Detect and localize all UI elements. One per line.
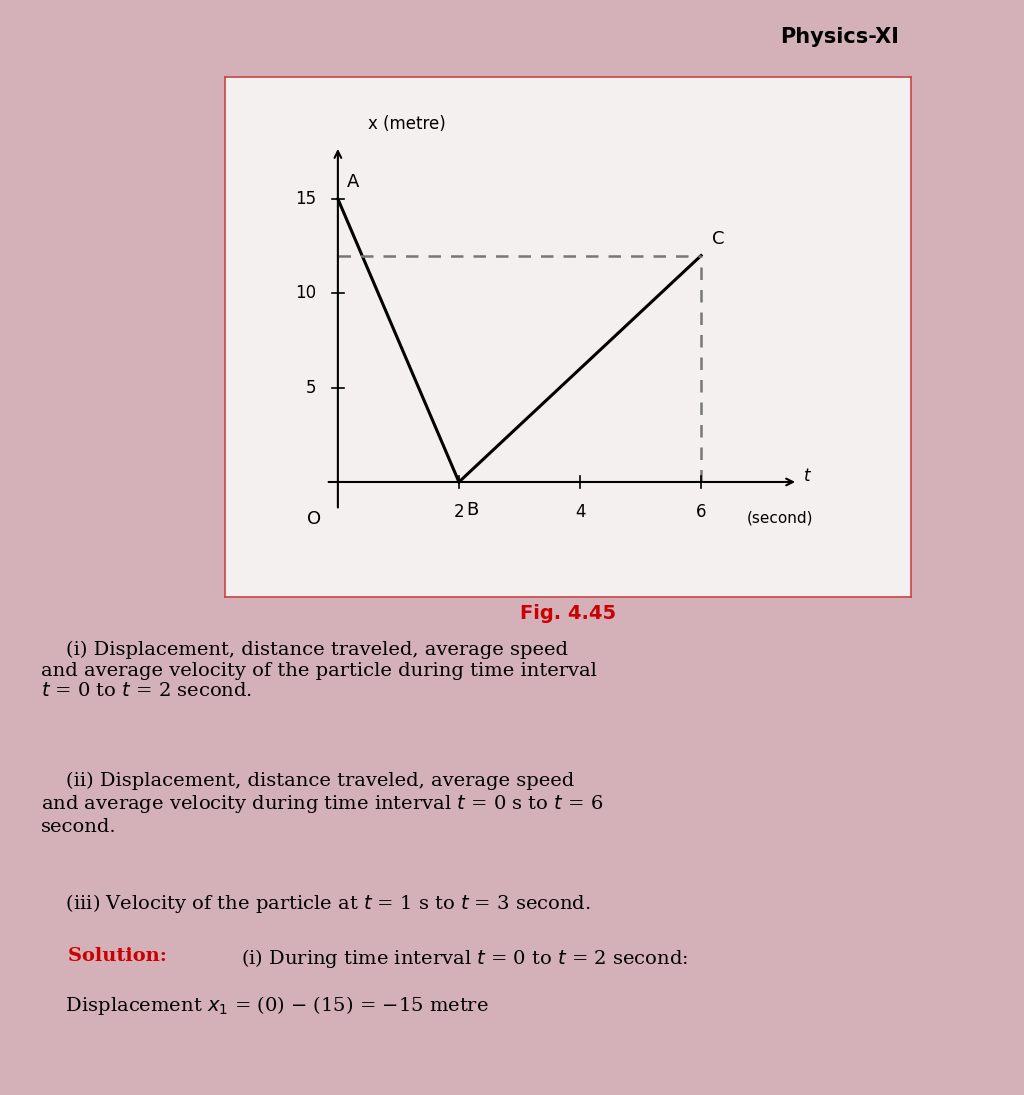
Text: Physics-XI: Physics-XI <box>780 27 899 47</box>
Text: (i) Displacement, distance traveled, average speed
and average velocity of the p: (i) Displacement, distance traveled, ave… <box>41 641 597 701</box>
Text: (i) During time interval $t$ = 0 to $t$ = 2 second:: (i) During time interval $t$ = 0 to $t$ … <box>241 947 688 970</box>
Text: (iii) Velocity of the particle at $t$ = 1 s to $t$ = 3 second.: (iii) Velocity of the particle at $t$ = … <box>41 892 591 915</box>
Text: 10: 10 <box>296 285 316 302</box>
Text: t: t <box>804 468 811 485</box>
Text: 6: 6 <box>696 503 707 521</box>
Text: O: O <box>306 510 321 528</box>
Text: (second): (second) <box>746 510 813 526</box>
Text: A: A <box>347 173 359 192</box>
Text: x (metre): x (metre) <box>369 115 445 132</box>
Text: 5: 5 <box>306 379 316 396</box>
Text: 15: 15 <box>296 189 316 208</box>
Text: 2: 2 <box>454 503 464 521</box>
Text: C: C <box>712 230 725 247</box>
Text: (ii) Displacement, distance traveled, average speed
and average velocity during : (ii) Displacement, distance traveled, av… <box>41 772 603 837</box>
Text: Displacement $x_1$ = (0) − (15) = −15 metre: Displacement $x_1$ = (0) − (15) = −15 me… <box>41 994 488 1017</box>
Text: Fig. 4.45: Fig. 4.45 <box>520 604 616 623</box>
Text: B: B <box>466 500 478 519</box>
Text: Solution:: Solution: <box>41 947 167 965</box>
Text: 4: 4 <box>574 503 586 521</box>
